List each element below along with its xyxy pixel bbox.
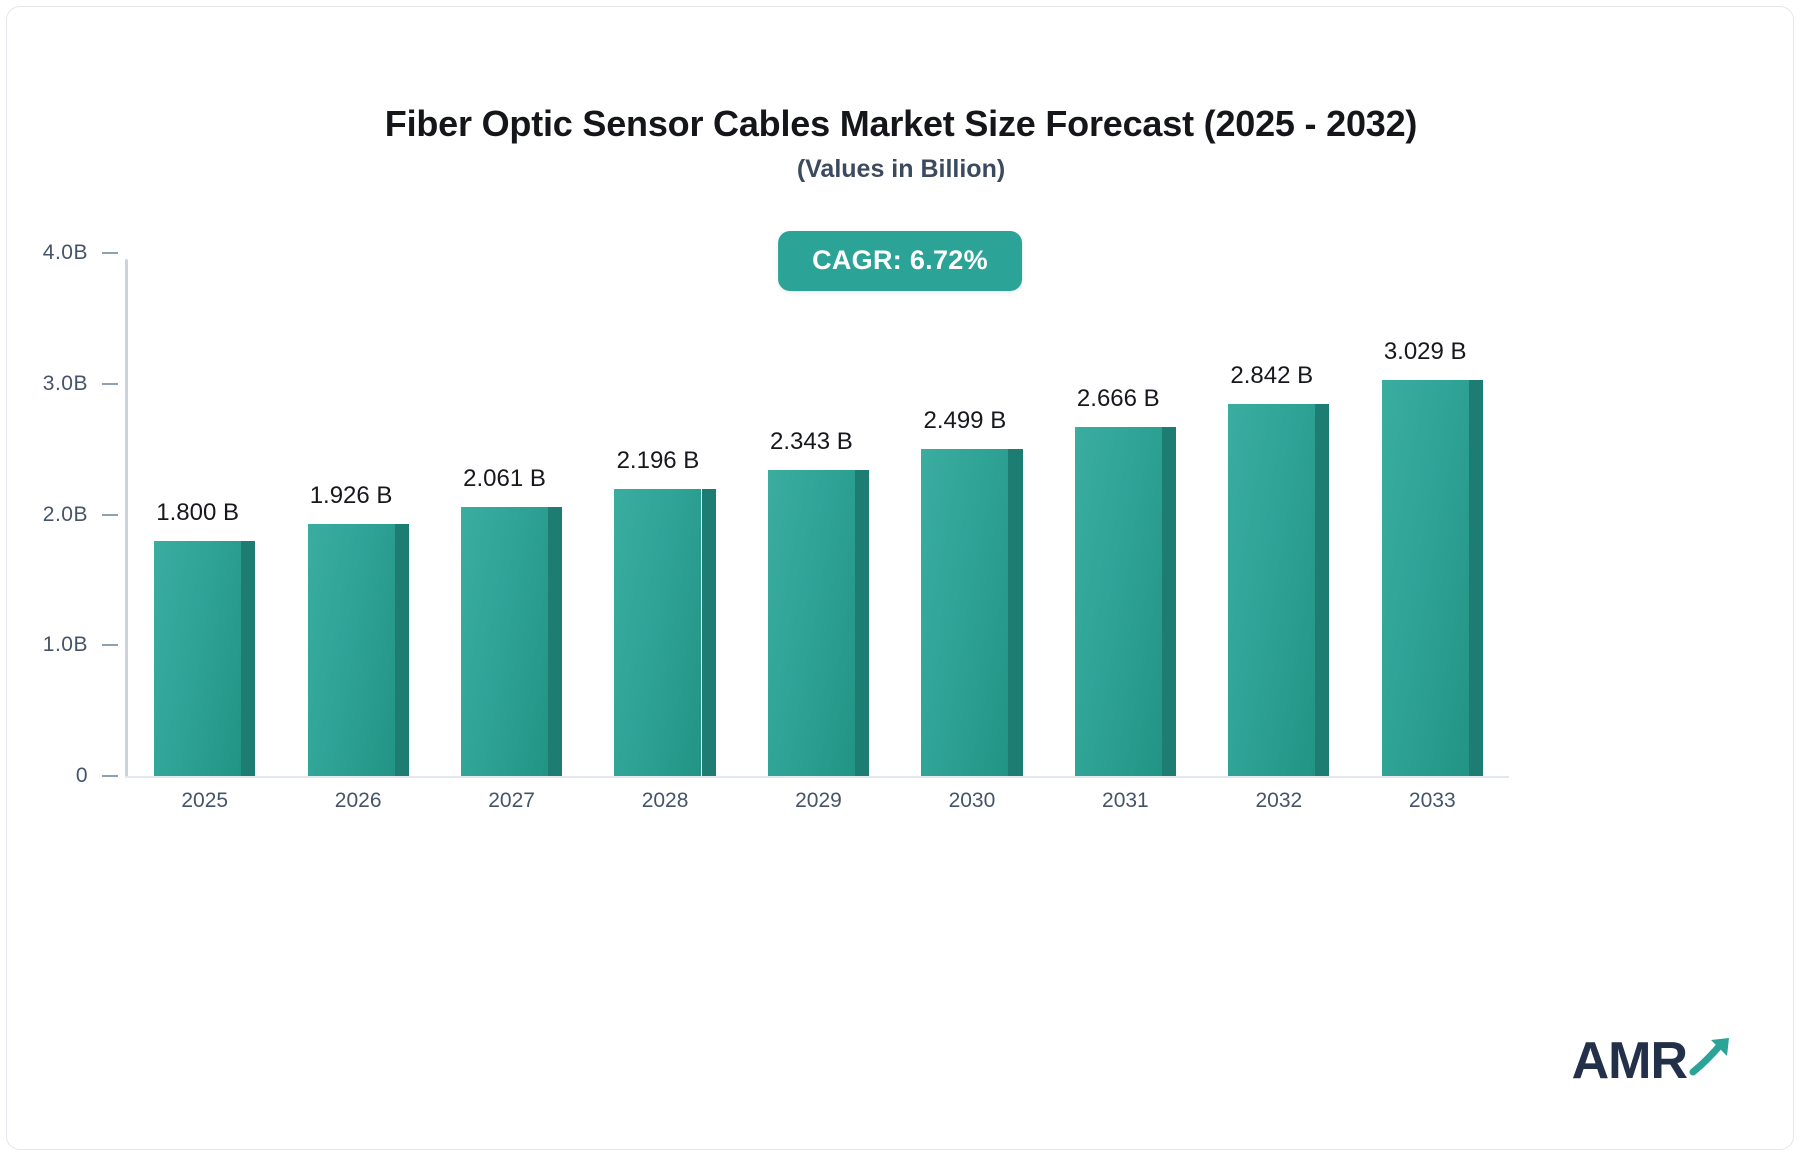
bar-slot: 2.196 B	[614, 253, 716, 776]
bar-value-label: 2.196 B	[616, 446, 700, 474]
x-axis-label: 2033	[1408, 789, 1456, 812]
x-axis-label: 2026	[334, 789, 382, 812]
y-axis-tick-label: 4.0B	[42, 241, 88, 264]
bar-front-face	[767, 469, 855, 776]
y-axis-tick-label: 1.0B	[42, 633, 88, 657]
bar-front-face	[921, 449, 1009, 776]
y-axis-tick: 0	[76, 764, 125, 788]
bar[interactable]	[1074, 427, 1177, 776]
x-axis-label: 2025	[181, 789, 229, 812]
bar-value-label: 2.061 B	[463, 464, 546, 492]
bar-slot: 2.666 B	[1074, 253, 1177, 776]
logo-text: AMR	[1571, 1032, 1688, 1090]
y-axis-tick-mark	[102, 382, 118, 385]
bar-value-label: 2.842 B	[1230, 362, 1314, 390]
cagr-badge: CAGR: 6.72%	[778, 231, 1022, 291]
bar-side-face	[241, 540, 256, 776]
bar-side-face	[1315, 404, 1330, 776]
y-axis-tick-mark	[102, 252, 118, 254]
x-axis-line	[125, 776, 1509, 778]
amr-logo: AMR	[1572, 1034, 1735, 1087]
up-right-arrow-icon	[1689, 1034, 1735, 1081]
bar-slot: 2.343 B	[767, 253, 870, 776]
bar-front-face	[614, 488, 702, 776]
bar[interactable]	[1381, 379, 1483, 776]
x-axis-label: 2032	[1255, 789, 1303, 812]
y-axis-tick: 2.0B	[43, 503, 125, 527]
bar-front-face	[1228, 404, 1316, 776]
bar-value-label: 2.343 B	[770, 427, 853, 455]
y-axis-tick-label: 0	[75, 764, 88, 787]
bar-slot: 1.926 B	[307, 253, 409, 776]
y-axis-tick: 3.0B	[43, 372, 125, 396]
bar-side-face	[394, 524, 409, 776]
bar-series: 1.800 B 1.926 B 2.061 B 2.196 B 2.343 B 2.499…	[128, 253, 1509, 776]
bar-side-face	[548, 506, 563, 776]
bar-slot: 1.800 B	[154, 253, 256, 776]
y-axis-tick-mark	[102, 644, 118, 647]
x-axis-label: 2030	[948, 789, 996, 812]
y-axis-tick-mark	[102, 775, 118, 777]
y-axis-tick: 1.0B	[43, 633, 125, 657]
bar[interactable]	[614, 488, 716, 776]
x-axis-labels: 2025 2026 2027 2028 2029 2030 2031 2032 2033	[128, 789, 1509, 829]
bar-slot: 3.029 B	[1381, 253, 1483, 776]
x-axis-label: 2027	[488, 789, 535, 812]
bar[interactable]	[154, 540, 256, 776]
chart-card: Fiber Optic Sensor Cables Market Size Fo…	[6, 6, 1794, 1150]
bar[interactable]	[307, 524, 409, 776]
bar[interactable]	[767, 469, 870, 776]
plot-area: 0 1.0B 2.0B 3.0B 4.0B 1.800 B 1.926 B 2.061 B 2…	[43, 241, 1509, 787]
bar-side-face	[701, 488, 716, 776]
bar-side-face	[1468, 379, 1483, 776]
bar-slot: 2.499 B	[921, 253, 1023, 776]
bar-value-label: 2.666 B	[1076, 385, 1160, 413]
chart-title: Fiber Optic Sensor Cables Market Size Fo…	[384, 103, 1418, 144]
bar-slot: 2.842 B	[1228, 253, 1330, 776]
y-axis-tick: 4.0B	[43, 241, 125, 265]
bar-slot: 2.061 B	[460, 253, 563, 776]
bar[interactable]	[1228, 404, 1330, 776]
bar-front-face	[307, 524, 395, 776]
bar-front-face	[1381, 379, 1469, 776]
bar-value-label: 2.499 B	[923, 407, 1007, 435]
bar-value-label: 3.029 B	[1383, 337, 1467, 365]
bar-side-face	[1161, 427, 1177, 776]
bar-front-face	[1074, 427, 1162, 776]
chart-subtitle: (Values in Billion)	[796, 155, 1006, 183]
y-axis-line	[125, 259, 128, 777]
y-axis-tick-label: 2.0B	[42, 502, 88, 526]
bar-side-face	[1008, 449, 1023, 776]
x-axis-label: 2031	[1102, 789, 1149, 812]
bar-value-label: 1.800 B	[156, 498, 239, 526]
bar-front-face	[154, 540, 242, 776]
x-axis-label: 2028	[641, 789, 689, 812]
bar[interactable]	[460, 506, 563, 776]
y-axis-tick-mark	[102, 513, 118, 516]
x-axis-label: 2029	[795, 789, 842, 812]
bar-value-label: 1.926 B	[309, 482, 393, 510]
y-axis-tick-label: 3.0B	[42, 371, 88, 395]
bar-front-face	[460, 506, 549, 776]
bar-side-face	[854, 469, 870, 776]
bar[interactable]	[921, 449, 1023, 776]
